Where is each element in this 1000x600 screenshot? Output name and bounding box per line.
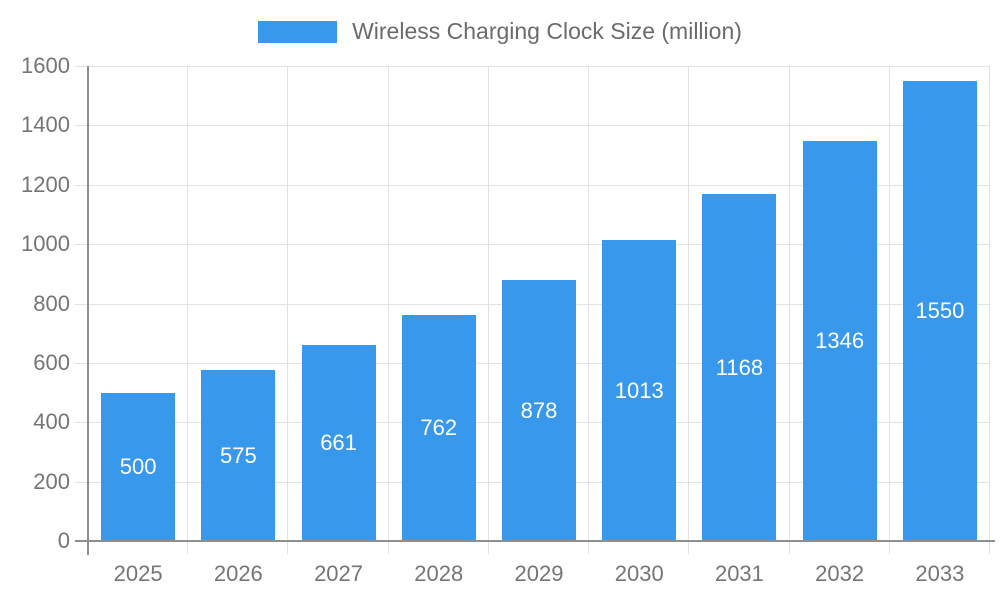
x-tick-label: 2025 xyxy=(113,561,163,586)
bar-2031: 1168 xyxy=(702,194,777,541)
x-tick-label: 2028 xyxy=(414,561,464,586)
legend-label: Wireless Charging Clock Size (million) xyxy=(352,18,742,44)
x-gridline xyxy=(788,66,790,554)
x-gridline xyxy=(187,66,189,554)
legend-swatch xyxy=(258,20,338,43)
bar-2029: 878 xyxy=(502,280,576,541)
x-tick-label: 2027 xyxy=(314,561,364,586)
bar-2026: 575 xyxy=(201,370,276,541)
x-gridline xyxy=(888,66,890,554)
x-gridline xyxy=(287,66,289,554)
x-tick-label: 2026 xyxy=(213,561,263,586)
y-tick-label: 1400 xyxy=(21,112,70,138)
bar-2033: 1550 xyxy=(902,80,977,541)
bar-2032: 1346 xyxy=(802,141,877,541)
x-tick-label: 2030 xyxy=(614,561,664,586)
y-axis-line xyxy=(87,66,89,555)
legend[interactable]: Wireless Charging Clock Size (million) xyxy=(0,20,1000,43)
y-tick-label: 200 xyxy=(33,468,70,494)
y-tick-label: 1600 xyxy=(21,53,70,78)
y-tick-label: 1200 xyxy=(21,171,70,197)
x-gridline xyxy=(688,66,690,554)
bar-value-label: 762 xyxy=(420,414,458,440)
bar-2028: 762 xyxy=(401,314,476,541)
y-gridline xyxy=(75,66,990,67)
bar-value-label: 500 xyxy=(119,453,157,479)
bar-2030: 1013 xyxy=(602,240,677,541)
x-tick-label: 2033 xyxy=(915,561,965,586)
x-gridline xyxy=(989,66,990,554)
y-gridline xyxy=(75,184,990,186)
y-gridline xyxy=(75,125,990,127)
bar-value-label: 1550 xyxy=(915,297,965,323)
y-tick-label: 0 xyxy=(57,528,70,553)
x-tick-label: 2032 xyxy=(815,561,865,586)
bar-value-label: 661 xyxy=(320,429,357,455)
bar-value-label: 1168 xyxy=(715,354,764,380)
bar-value-label: 878 xyxy=(520,397,558,423)
y-tick-label: 600 xyxy=(33,349,70,375)
y-tick-label: 400 xyxy=(33,409,70,435)
plot-area: 500 575 661 762 878 1013 1168 1346 1550 xyxy=(75,66,995,555)
bar-value-label: 575 xyxy=(219,442,257,468)
x-gridline xyxy=(387,66,389,554)
x-gridline xyxy=(487,66,489,554)
y-tick-label: 800 xyxy=(33,290,70,316)
x-gridline xyxy=(588,66,590,554)
y-tick-label: 1000 xyxy=(21,231,70,257)
y-gridline xyxy=(75,244,990,246)
bar-2027: 661 xyxy=(301,344,376,541)
x-tick-label: 2031 xyxy=(714,561,764,586)
bar-2025: 500 xyxy=(101,392,176,541)
x-tick-label: 2029 xyxy=(514,561,564,586)
x-axis-line xyxy=(75,540,995,542)
bar-value-label: 1013 xyxy=(614,377,664,403)
bar-value-label: 1346 xyxy=(815,328,865,354)
